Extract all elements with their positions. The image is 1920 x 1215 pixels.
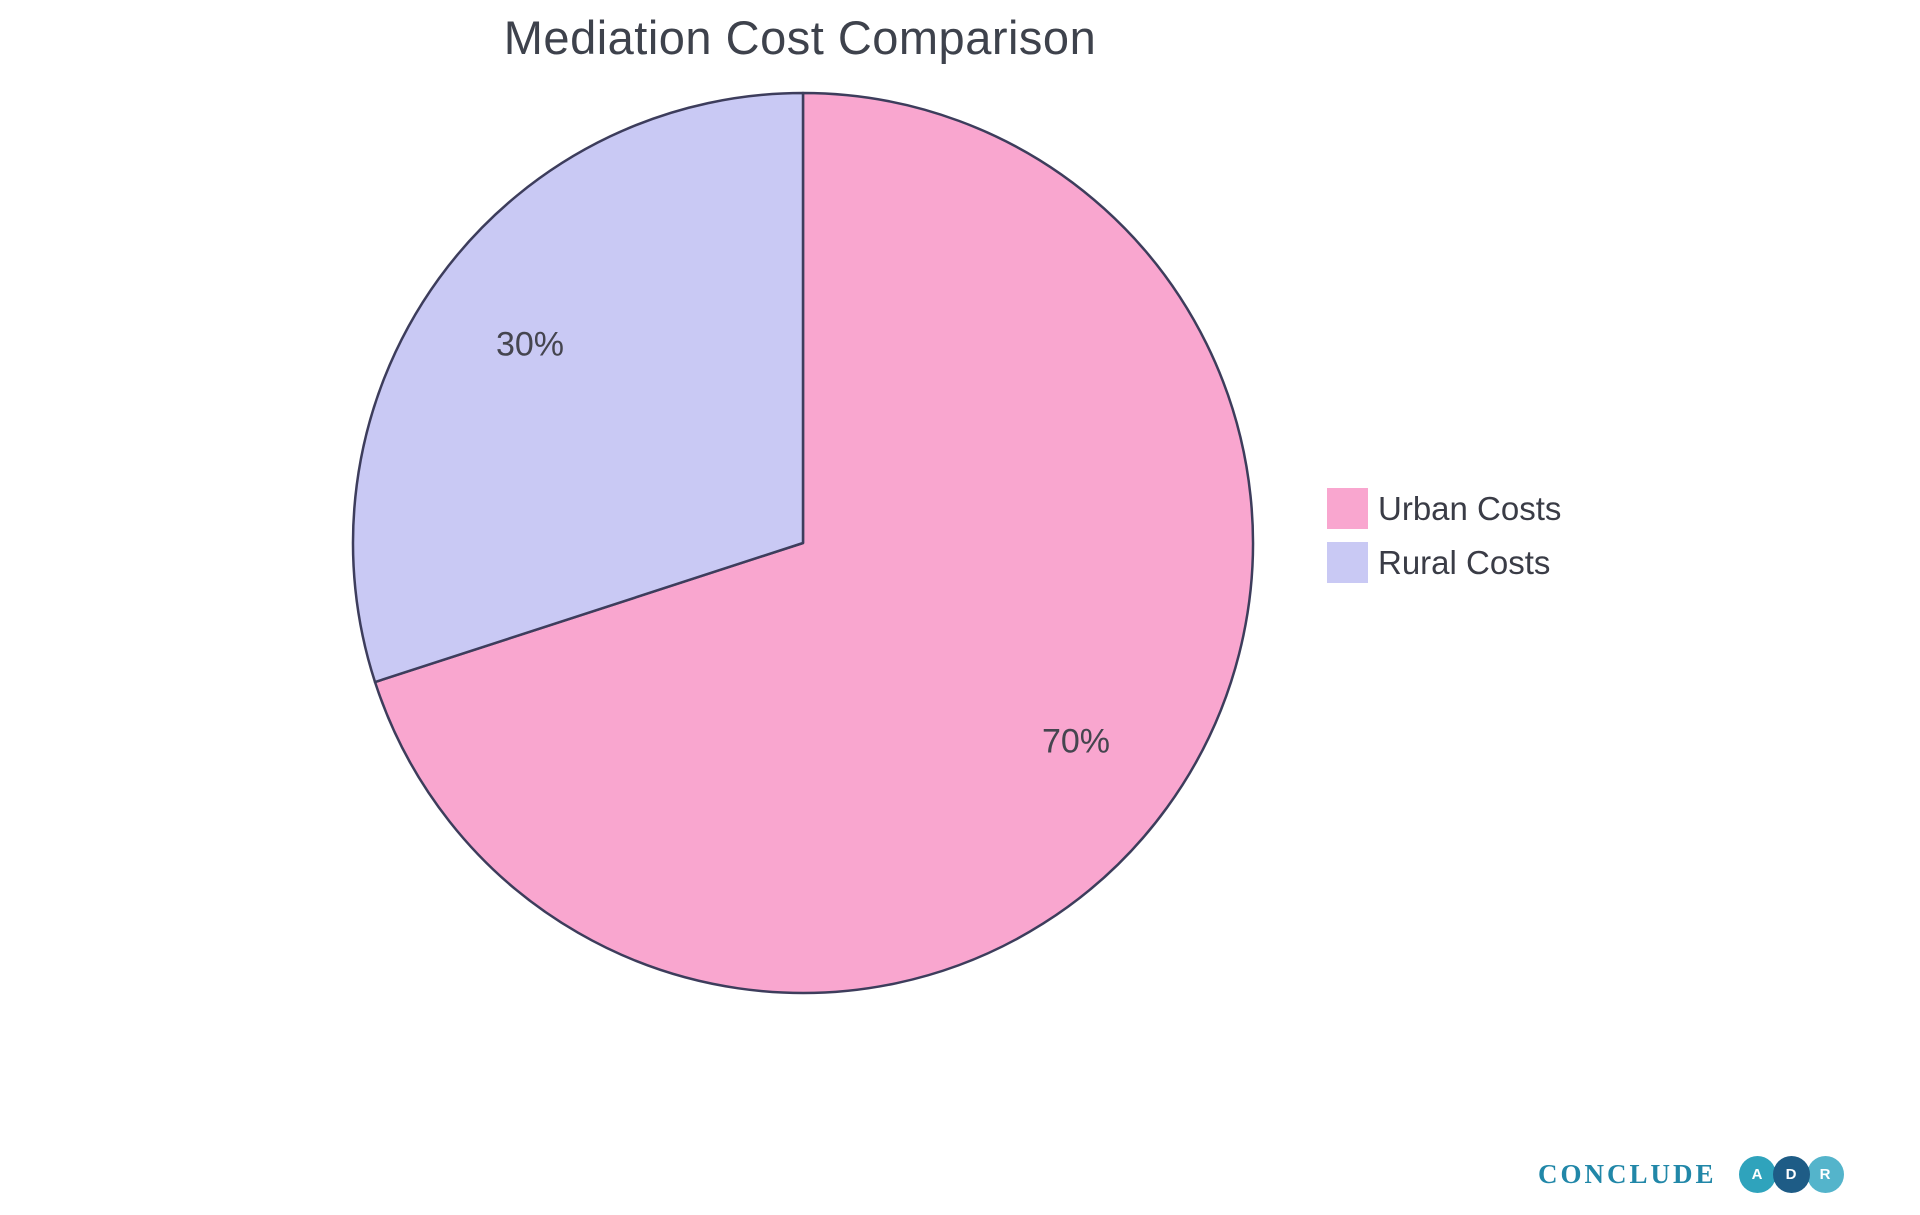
brand-badge-d: D [1772,1156,1810,1193]
legend-label-urban-costs: Urban Costs [1378,489,1562,527]
legend-swatch-rural-costs [1327,542,1368,583]
brand-badge-r: R [1806,1156,1844,1193]
slice-label-rural-costs: 30% [496,326,564,364]
brand-badge-a: A [1738,1156,1776,1193]
brand-wordmark: CONCLUDE [1538,1159,1717,1189]
legend: Urban Costs Rural Costs [1327,488,1561,596]
legend-label-rural-costs: Rural Costs [1378,543,1551,581]
brand-badges: A D R [1738,1156,1844,1193]
legend-swatch-urban-costs [1327,488,1368,529]
pie-slice-rural-costs [351,91,805,684]
legend-item-urban-costs[interactable]: Urban Costs [1327,488,1561,529]
pie-slice-urban-costs [373,91,1255,995]
brand-logo: CONCLUDE A D R [1538,1156,1844,1193]
slice-label-urban-costs: 70% [1042,722,1110,760]
chart-title: Mediation Cost Comparison [503,11,1097,64]
legend-item-rural-costs[interactable]: Rural Costs [1327,542,1561,583]
